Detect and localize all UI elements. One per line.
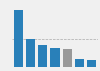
Bar [75,59,84,67]
Bar [50,48,60,67]
Bar [63,49,72,67]
Bar [26,39,35,67]
Bar [87,60,96,67]
Bar [38,45,47,67]
Bar [14,10,23,67]
